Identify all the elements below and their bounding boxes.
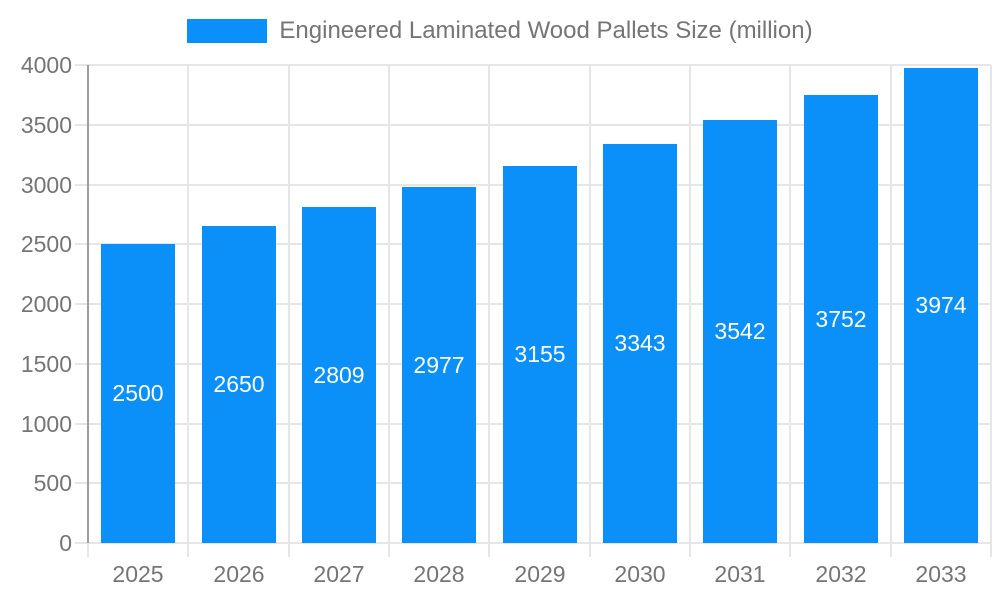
x-tick-label: 2029 xyxy=(514,561,566,587)
y-axis-line xyxy=(87,65,89,543)
bar-value-label: 2977 xyxy=(413,351,465,378)
y-tick-label: 2000 xyxy=(20,291,72,317)
bar-value-label: 2650 xyxy=(213,371,265,397)
x-tick-label: 2030 xyxy=(614,561,666,587)
y-tick-label: 3500 xyxy=(20,112,72,138)
x-tick-label: 2033 xyxy=(915,561,967,587)
y-tick xyxy=(75,482,88,484)
y-tick xyxy=(75,243,88,245)
y-tick xyxy=(75,124,88,126)
bar-value-label: 2809 xyxy=(313,361,365,388)
bar-2027[interactable]: 2809 xyxy=(302,207,376,543)
y-tick-label: 3000 xyxy=(20,172,72,198)
x-tick-label: 2026 xyxy=(213,561,265,587)
gridline-v xyxy=(789,65,791,543)
bar-value-label: 3155 xyxy=(514,341,566,367)
y-tick xyxy=(75,303,88,305)
x-tick xyxy=(87,543,89,557)
gridline-v xyxy=(488,65,490,543)
gridline-v xyxy=(187,65,189,543)
bar-2026[interactable]: 2650 xyxy=(202,226,276,543)
bar-2030[interactable]: 3343 xyxy=(603,144,677,543)
gridline-h xyxy=(88,542,991,544)
gridline-v xyxy=(589,65,591,543)
legend[interactable]: Engineered Laminated Wood Pallets Size (… xyxy=(0,14,1000,48)
bar-value-label: 3542 xyxy=(714,318,766,344)
gridline-v xyxy=(689,65,691,543)
y-tick xyxy=(75,542,88,544)
bar-value-label: 2500 xyxy=(112,380,164,406)
gridline-h xyxy=(88,64,991,66)
gridline-h xyxy=(88,124,991,126)
y-tick xyxy=(75,423,88,425)
x-tick xyxy=(990,543,992,557)
bar-2032[interactable]: 3752 xyxy=(804,95,878,543)
y-tick-label: 4000 xyxy=(20,52,72,78)
legend-label: Engineered Laminated Wood Pallets Size (… xyxy=(279,17,813,44)
gridline-v xyxy=(288,65,290,543)
x-tick-label: 2031 xyxy=(714,561,766,587)
bar-2029[interactable]: 3155 xyxy=(503,166,577,543)
gridline-v xyxy=(388,65,390,543)
bar-value-label: 3343 xyxy=(614,330,666,356)
x-tick xyxy=(288,543,290,557)
x-tick-label: 2025 xyxy=(112,561,164,587)
x-tick xyxy=(689,543,691,557)
x-tick xyxy=(488,543,490,557)
x-tick xyxy=(789,543,791,557)
x-tick-label: 2027 xyxy=(313,561,365,587)
bar-value-label: 3974 xyxy=(915,292,967,318)
y-tick-label: 0 xyxy=(59,530,72,556)
y-tick-label: 2500 xyxy=(20,231,72,257)
y-tick-label: 1000 xyxy=(20,411,72,437)
bar-2028[interactable]: 2977 xyxy=(402,187,476,543)
x-tick xyxy=(187,543,189,557)
x-tick xyxy=(589,543,591,557)
y-tick xyxy=(75,64,88,66)
y-tick-label: 1500 xyxy=(20,351,72,377)
x-tick-label: 2028 xyxy=(413,561,465,587)
y-tick-label: 500 xyxy=(33,470,72,496)
x-tick xyxy=(890,543,892,557)
bar-value-label: 3752 xyxy=(815,305,867,332)
x-tick xyxy=(388,543,390,557)
x-tick-label: 2032 xyxy=(815,561,867,587)
gridline-v xyxy=(890,65,892,543)
bar-2033[interactable]: 3974 xyxy=(904,68,978,543)
bar-2031[interactable]: 3542 xyxy=(703,120,777,543)
legend-swatch xyxy=(187,19,268,43)
y-tick xyxy=(75,363,88,365)
gridline-v xyxy=(990,65,992,543)
bar-2025[interactable]: 2500 xyxy=(101,244,175,543)
y-tick xyxy=(75,184,88,186)
